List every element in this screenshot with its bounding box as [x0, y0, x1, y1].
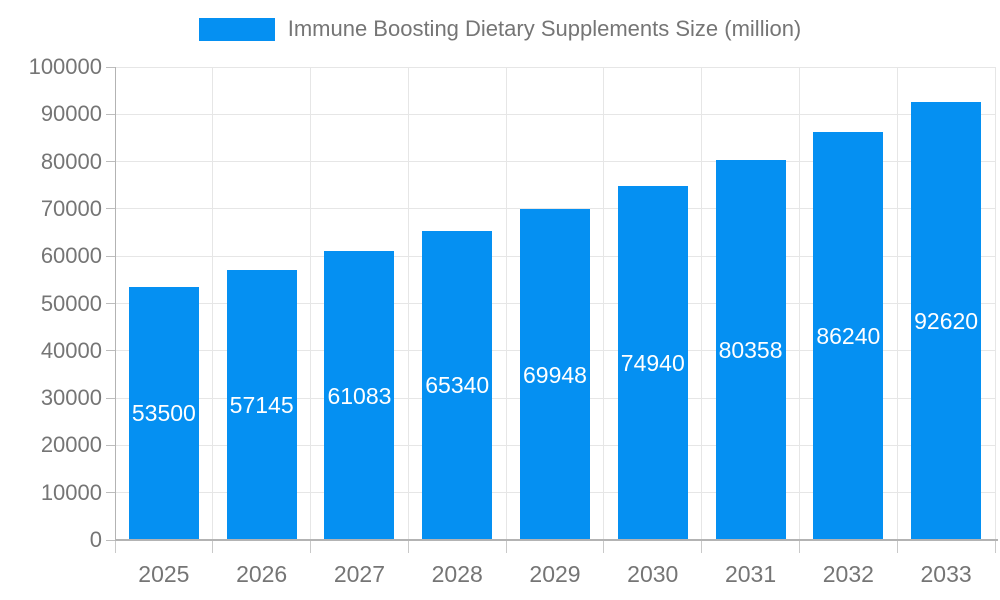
bar-value-label: 74940 [620, 349, 685, 376]
bar-value-label: 92620 [914, 307, 979, 334]
y-axis-tick [106, 255, 115, 257]
legend-label: Immune Boosting Dietary Supplements Size… [287, 16, 802, 41]
x-tick-label: 2033 [920, 561, 972, 587]
x-tick-label: 2029 [529, 561, 581, 587]
x-axis-tick [310, 540, 312, 553]
y-tick-label: 70000 [40, 195, 102, 221]
y-gridline [115, 208, 995, 210]
x-axis-line [115, 539, 998, 541]
legend-swatch [198, 17, 275, 41]
x-tick-label: 2028 [431, 561, 483, 587]
bar-value-label: 65340 [425, 372, 490, 399]
y-gridline [115, 66, 995, 68]
x-gridline [896, 67, 898, 540]
bar-2027 [324, 251, 395, 540]
x-axis-tick [798, 540, 800, 553]
x-axis-tick [505, 540, 507, 553]
y-tick-label: 60000 [40, 243, 102, 269]
x-axis-tick [114, 540, 116, 553]
x-axis-tick [407, 540, 409, 553]
bar-2028 [422, 230, 493, 540]
x-gridline [701, 67, 703, 540]
x-tick-label: 2026 [236, 561, 288, 587]
y-axis-tick [106, 161, 115, 163]
x-axis-tick [212, 540, 214, 553]
bar-value-label: 61083 [327, 382, 392, 409]
y-axis-tick [106, 208, 115, 210]
bar-2026 [226, 269, 297, 540]
x-gridline [407, 67, 409, 540]
x-tick-label: 2032 [822, 561, 874, 587]
bar-value-label: 69948 [523, 361, 587, 388]
y-tick-label: 40000 [40, 337, 102, 363]
x-gridline [798, 67, 800, 540]
y-tick-label: 10000 [40, 479, 102, 505]
x-tick-label: 2030 [627, 561, 679, 587]
x-axis-tick [603, 540, 605, 553]
y-tick-label: 50000 [40, 290, 102, 316]
chart-legend: Immune Boosting Dietary Supplements Size… [0, 15, 1000, 43]
x-gridline [212, 67, 214, 540]
y-axis-tick [106, 66, 115, 68]
y-axis-tick [106, 444, 115, 446]
y-tick-label: 90000 [40, 101, 102, 127]
y-axis-tick [106, 492, 115, 494]
y-axis-tick [106, 113, 115, 115]
x-axis-tick [701, 540, 703, 553]
x-tick-label: 2027 [333, 561, 386, 587]
bar-2031 [715, 159, 786, 540]
x-gridline [994, 67, 996, 540]
bar-2032 [813, 132, 884, 540]
y-axis-tick [106, 350, 115, 352]
y-tick-label: 100000 [28, 54, 102, 79]
y-tick-label: 20000 [40, 432, 102, 458]
x-gridline [114, 67, 116, 540]
bar-value-label: 57145 [229, 391, 294, 418]
x-tick-label: 2031 [724, 561, 777, 587]
bar-2029 [520, 209, 590, 540]
y-tick-label: 80000 [40, 148, 102, 174]
bar-2025 [128, 286, 199, 540]
y-tick-label: 0 [89, 527, 102, 552]
y-gridline [115, 161, 995, 163]
x-tick-label: 2025 [138, 561, 190, 587]
y-axis-tick [106, 303, 115, 304]
x-axis-tick [896, 540, 898, 553]
x-gridline [505, 67, 507, 540]
bar-value-label: 53500 [131, 400, 196, 427]
y-axis-tick [106, 539, 115, 541]
y-gridline [115, 113, 995, 115]
bar-2030 [617, 185, 688, 540]
x-axis-tick [994, 540, 996, 553]
y-tick-label: 30000 [40, 385, 102, 411]
bar-2033 [911, 101, 982, 540]
bar-value-label: 86240 [816, 323, 881, 350]
bar-value-label: 80358 [718, 336, 783, 363]
x-gridline [310, 67, 312, 540]
y-axis-tick [106, 397, 115, 399]
x-gridline [603, 67, 605, 540]
